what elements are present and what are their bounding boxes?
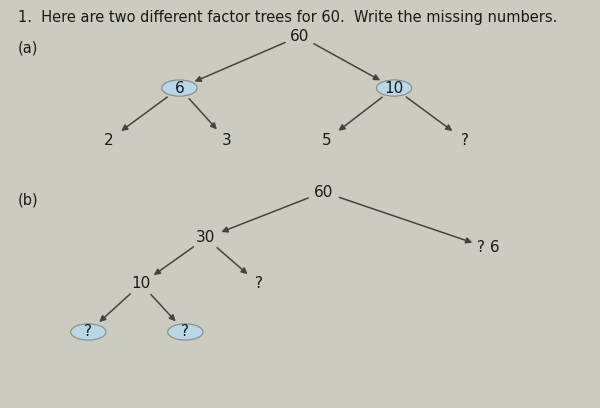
Text: 60: 60	[314, 184, 333, 200]
Text: 30: 30	[196, 231, 215, 246]
Text: (a): (a)	[18, 40, 38, 55]
Text: 1.  Here are two different factor trees for 60.  Write the missing numbers.: 1. Here are two different factor trees f…	[18, 10, 557, 25]
Text: 2: 2	[104, 133, 114, 148]
Ellipse shape	[168, 324, 203, 340]
Text: (b): (b)	[18, 192, 38, 207]
Text: ?: ?	[461, 133, 469, 148]
Text: 5: 5	[322, 133, 331, 148]
Text: ? 6: ? 6	[477, 240, 499, 255]
Text: 6: 6	[175, 80, 184, 95]
Ellipse shape	[162, 80, 197, 96]
Text: 60: 60	[290, 29, 310, 44]
Text: 10: 10	[131, 277, 151, 291]
Text: ?: ?	[181, 324, 190, 339]
Text: 3: 3	[221, 133, 232, 148]
Ellipse shape	[71, 324, 106, 340]
Text: 10: 10	[385, 80, 404, 95]
Text: ?: ?	[255, 277, 263, 291]
Ellipse shape	[376, 80, 412, 96]
Text: ?: ?	[85, 324, 92, 339]
